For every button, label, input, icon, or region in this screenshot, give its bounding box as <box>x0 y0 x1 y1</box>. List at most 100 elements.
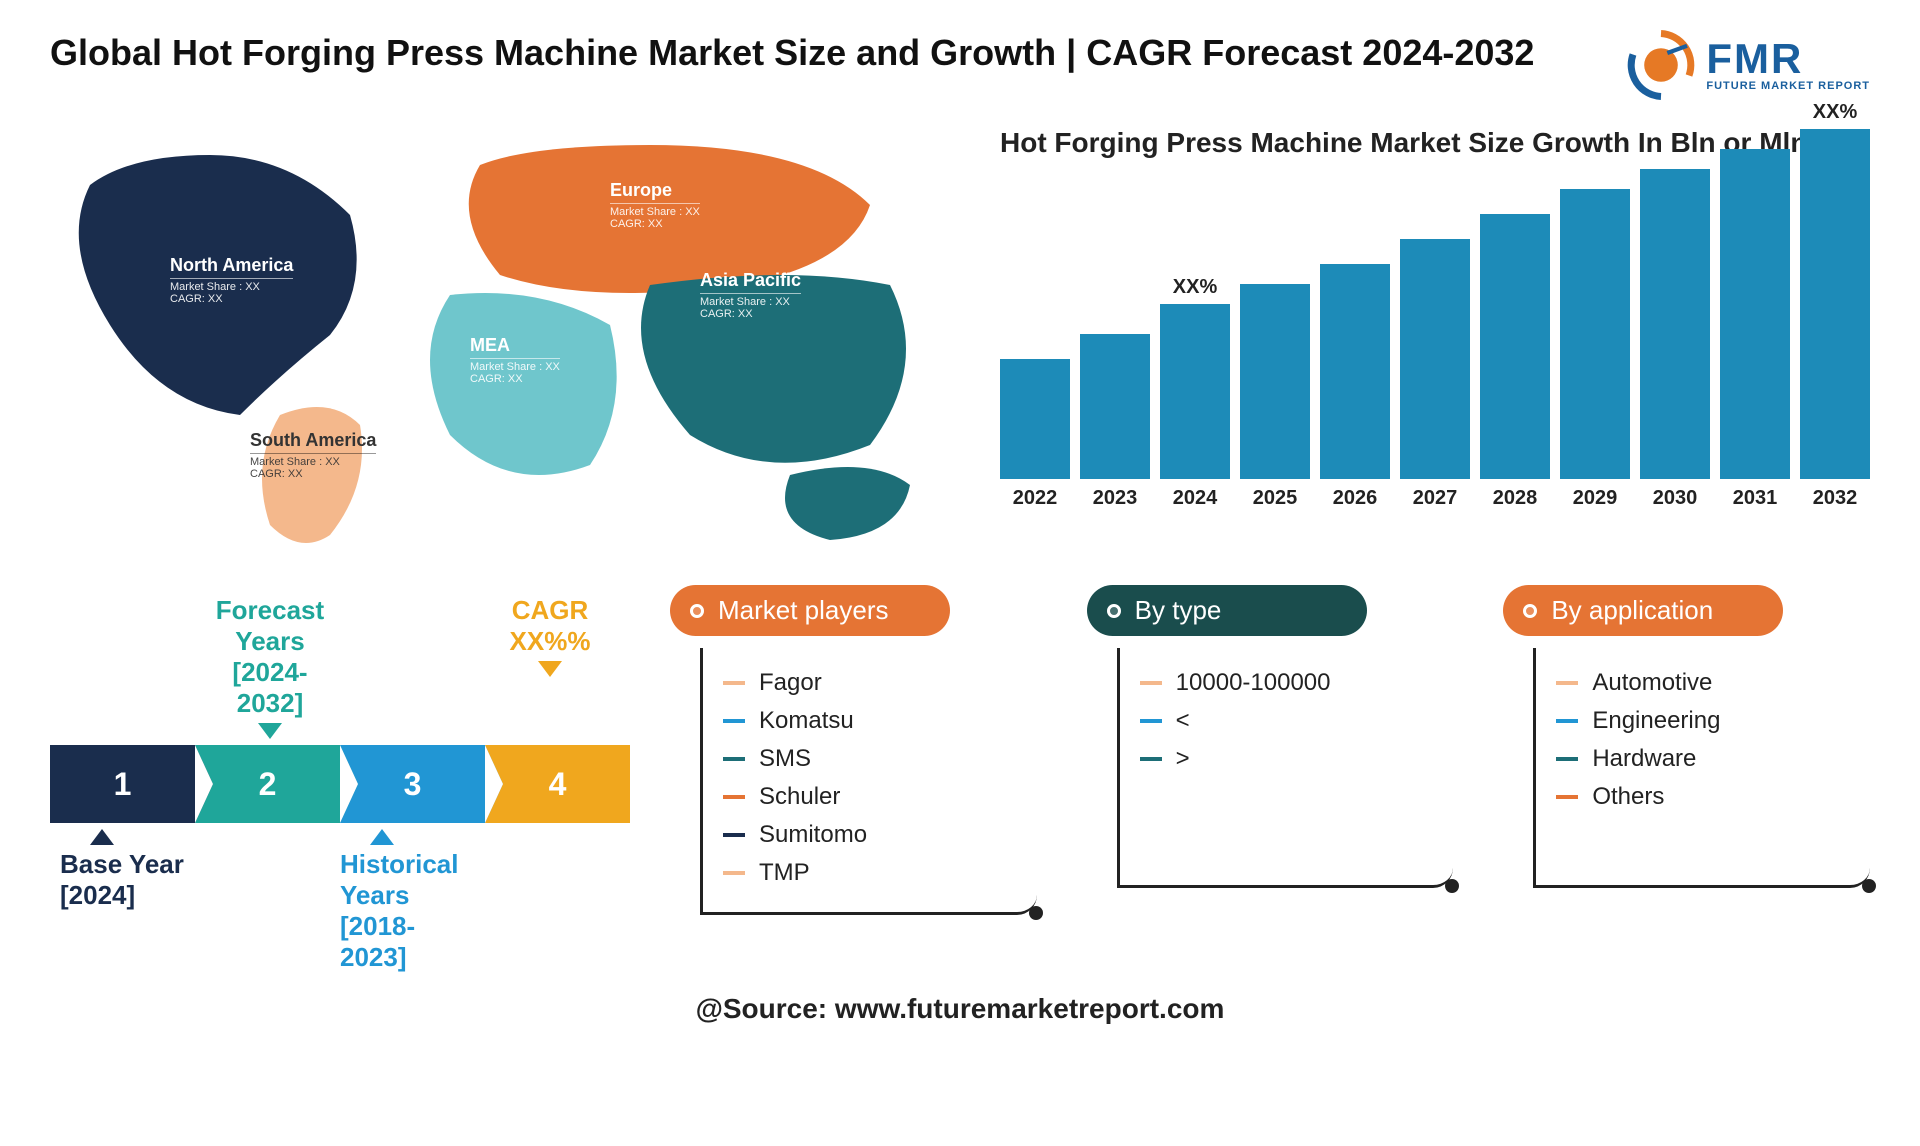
pill-item-label: < <box>1176 707 1190 735</box>
bar-rect <box>1400 239 1470 479</box>
tick-icon <box>1140 757 1162 761</box>
bar-rect <box>1560 189 1630 479</box>
region-label-asia-pacific: Asia PacificMarket Share : XXCAGR: XX <box>700 270 801 320</box>
timeline-seg-2: 2 <box>195 745 340 823</box>
pill-item-label: SMS <box>759 745 811 773</box>
pill-item-label: > <box>1176 745 1190 773</box>
pill-header-label: By type <box>1135 595 1222 626</box>
bar-2027: 2027 <box>1400 239 1470 510</box>
dot-icon <box>1523 604 1537 618</box>
timeline: Forecast Years[2024-2032]CAGRXX%% 1234 B… <box>50 585 630 973</box>
pill-item: Schuler <box>723 778 1037 816</box>
bar-2023: 2023 <box>1080 334 1150 510</box>
pill-header-label: Market players <box>718 595 889 626</box>
dot-icon <box>690 604 704 618</box>
pill-item: Komatsu <box>723 702 1037 740</box>
pill-item-label: Sumitomo <box>759 821 867 849</box>
bar-label: 2025 <box>1253 487 1298 510</box>
pill-item-label: Komatsu <box>759 707 854 735</box>
bar-label: 2031 <box>1733 487 1778 510</box>
bar-rect <box>1080 334 1150 479</box>
pill-item-label: Fagor <box>759 669 822 697</box>
bar-label: 2028 <box>1493 487 1538 510</box>
region-label-north-america: North AmericaMarket Share : XXCAGR: XX <box>170 255 293 305</box>
pill-header: Market players <box>670 585 950 636</box>
logo-text: FMR <box>1706 38 1870 80</box>
tick-icon <box>1556 757 1578 761</box>
bar-rect <box>1160 304 1230 479</box>
tick-icon <box>723 719 745 723</box>
pill-block-by-type: By type 10000-100000 < > <box>1087 585 1454 915</box>
pill-item: TMP <box>723 854 1037 892</box>
timeline-bot-historical-years: Historical Years[2018-2023] <box>340 829 480 973</box>
bar-2029: 2029 <box>1560 189 1630 510</box>
top-row: North AmericaMarket Share : XXCAGR: XXSo… <box>50 125 1870 555</box>
pill-list: Automotive Engineering Hardware Others <box>1533 648 1870 888</box>
bar-label: 2024 <box>1173 487 1218 510</box>
world-map: North AmericaMarket Share : XXCAGR: XXSo… <box>50 125 950 555</box>
bar-rect <box>1640 169 1710 479</box>
pill-item: < <box>1140 702 1454 740</box>
pill-header: By application <box>1503 585 1783 636</box>
bars-container: 2022 2023 XX% 2024 2025 2026 2027 2028 2029 2030 2… <box>1000 180 1870 510</box>
header: Global Hot Forging Press Machine Market … <box>50 30 1870 100</box>
pill-sections: Market players Fagor Komatsu SMS Schuler Sumi… <box>670 585 1870 915</box>
bar-annotation: XX% <box>1813 101 1857 124</box>
timeline-seg-3: 3 <box>340 745 485 823</box>
pill-item: Engineering <box>1556 702 1870 740</box>
pill-item-label: TMP <box>759 859 810 887</box>
tick-icon <box>723 871 745 875</box>
tick-icon <box>723 833 745 837</box>
bar-rect <box>1800 129 1870 479</box>
tick-icon <box>723 681 745 685</box>
bar-rect <box>1000 359 1070 479</box>
pill-item-label: Engineering <box>1592 707 1720 735</box>
timeline-top-forecast-years: Forecast Years[2024-2032] <box>200 595 340 739</box>
fmr-logo-icon <box>1626 30 1696 100</box>
tick-icon <box>1556 719 1578 723</box>
bar-2025: 2025 <box>1240 284 1310 510</box>
bar-2026: 2026 <box>1320 264 1390 510</box>
region-label-mea: MEAMarket Share : XXCAGR: XX <box>470 335 560 385</box>
source-line: @Source: www.futuremarketreport.com <box>50 993 1870 1025</box>
pill-item: Hardware <box>1556 740 1870 778</box>
bar-label: 2030 <box>1653 487 1698 510</box>
bar-rect <box>1720 149 1790 479</box>
pill-block-market-players: Market players Fagor Komatsu SMS Schuler Sumi… <box>670 585 1037 915</box>
pill-item: Fagor <box>723 664 1037 702</box>
tick-icon <box>723 757 745 761</box>
pill-item: Sumitomo <box>723 816 1037 854</box>
pill-item: > <box>1140 740 1454 778</box>
bar-label: 2022 <box>1013 487 1058 510</box>
tick-icon <box>1556 681 1578 685</box>
pill-header-label: By application <box>1551 595 1713 626</box>
tick-icon <box>1140 681 1162 685</box>
pill-list: 10000-100000 < > <box>1117 648 1454 888</box>
page-title: Global Hot Forging Press Machine Market … <box>50 30 1534 75</box>
logo-subtext: FUTURE MARKET REPORT <box>1706 80 1870 92</box>
bar-2032: XX%2032 <box>1800 129 1870 510</box>
pill-item-label: Schuler <box>759 783 840 811</box>
pill-header: By type <box>1087 585 1367 636</box>
dot-icon <box>1107 604 1121 618</box>
bar-label: 2032 <box>1813 487 1858 510</box>
pill-list: Fagor Komatsu SMS Schuler Sumitomo TMP <box>700 648 1037 915</box>
bar-2028: 2028 <box>1480 214 1550 510</box>
bar-rect <box>1240 284 1310 479</box>
bar-2030: 2030 <box>1640 169 1710 510</box>
map-australia <box>785 467 910 540</box>
bar-label: 2027 <box>1413 487 1458 510</box>
bar-label: 2026 <box>1333 487 1378 510</box>
pill-item: Automotive <box>1556 664 1870 702</box>
bar-annotation: XX% <box>1173 276 1217 299</box>
logo: FMR FUTURE MARKET REPORT <box>1626 30 1870 100</box>
pill-item: SMS <box>723 740 1037 778</box>
pill-item: Others <box>1556 778 1870 816</box>
bar-rect <box>1320 264 1390 479</box>
timeline-top-cagr: CAGRXX%% <box>480 595 620 739</box>
bar-rect <box>1480 214 1550 479</box>
pill-item-label: 10000-100000 <box>1176 669 1331 697</box>
pill-item-label: Hardware <box>1592 745 1696 773</box>
tick-icon <box>1140 719 1162 723</box>
bar-label: 2023 <box>1093 487 1138 510</box>
